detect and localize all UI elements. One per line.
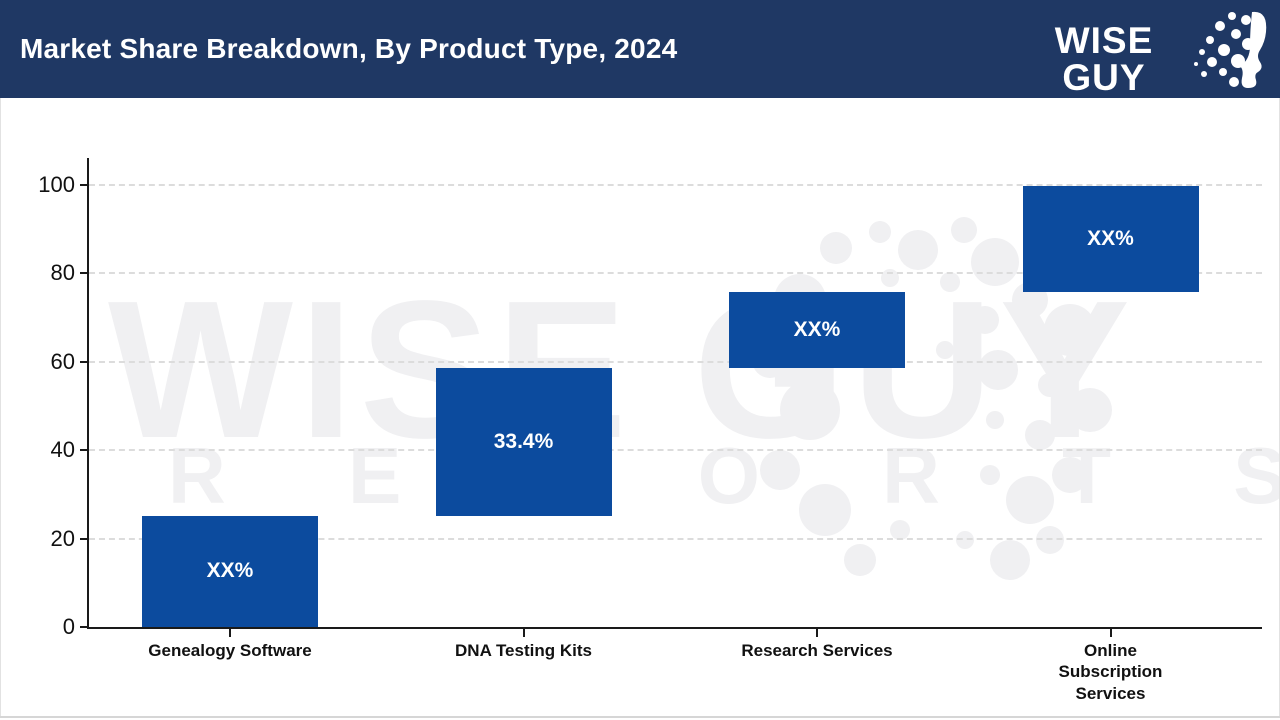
bar-1: 33.4% — [435, 367, 612, 516]
y-tick-label-80: 80 — [50, 260, 75, 286]
logo-text: WISE GUY REPORTS — [1018, 22, 1190, 116]
logo-face-dots-icon — [1194, 11, 1267, 88]
page-title: Market Share Breakdown, By Product Type,… — [20, 33, 678, 64]
grid-line-100 — [89, 184, 1262, 186]
x-axis-line — [87, 627, 1262, 629]
x-category-label-1: DNA Testing Kits — [455, 641, 592, 660]
bottom-divider-line — [0, 716, 1280, 718]
bar-value-label-3: XX% — [1087, 226, 1134, 250]
y-tick-mark-100 — [80, 184, 89, 186]
bar-value-label-2: XX% — [793, 317, 841, 341]
x-category-label-2: Research Services — [741, 641, 893, 660]
x-tick-mark-3 — [1109, 629, 1112, 637]
wise-guy-reports-logo: WISE GUY REPORTS — [1018, 6, 1268, 116]
bar-0: XX% — [142, 515, 318, 627]
watermark-text-reports: R E P O R T S — [168, 431, 1280, 520]
y-tick-mark-20 — [80, 537, 89, 540]
bar-value-label-1: 33.4% — [493, 429, 554, 453]
y-tick-mark-80 — [80, 272, 89, 275]
y-tick-label-0: 0 — [62, 614, 75, 639]
x-tick-mark-1 — [522, 629, 525, 637]
x-category-label-0: Genealogy Software — [148, 641, 312, 660]
y-axis-line — [87, 158, 89, 629]
x-tick-mark-2 — [816, 629, 818, 637]
header-bar: Market Share Breakdown, By Product Type,… — [0, 0, 1280, 116]
bar-value-label-0: XX% — [206, 559, 254, 583]
y-tick-mark-60 — [80, 360, 89, 363]
x-tick-mark-0 — [229, 629, 231, 637]
y-tick-mark-40 — [80, 449, 89, 452]
y-tick-mark-0 — [80, 626, 89, 628]
y-tick-label-100: 100 — [38, 172, 75, 197]
grid-line-20 — [89, 537, 1262, 540]
logo-subtext: REPORTS — [1037, 100, 1182, 116]
watermark-text-wiseguy: WISE GUY — [108, 260, 1137, 479]
logo-wordmark: WISE GUY — [1054, 20, 1154, 98]
x-category-label-3: Online Subscription Services — [1058, 641, 1163, 703]
grid-line-40 — [89, 449, 1262, 452]
y-tick-label-60: 60 — [50, 348, 75, 374]
grid-line-60 — [89, 360, 1262, 363]
y-tick-label-20: 20 — [50, 525, 75, 551]
bar-2: XX% — [729, 291, 905, 368]
grid-line-80 — [89, 272, 1262, 275]
y-tick-label-40: 40 — [50, 437, 75, 463]
bar-3: XX% — [1022, 186, 1199, 292]
